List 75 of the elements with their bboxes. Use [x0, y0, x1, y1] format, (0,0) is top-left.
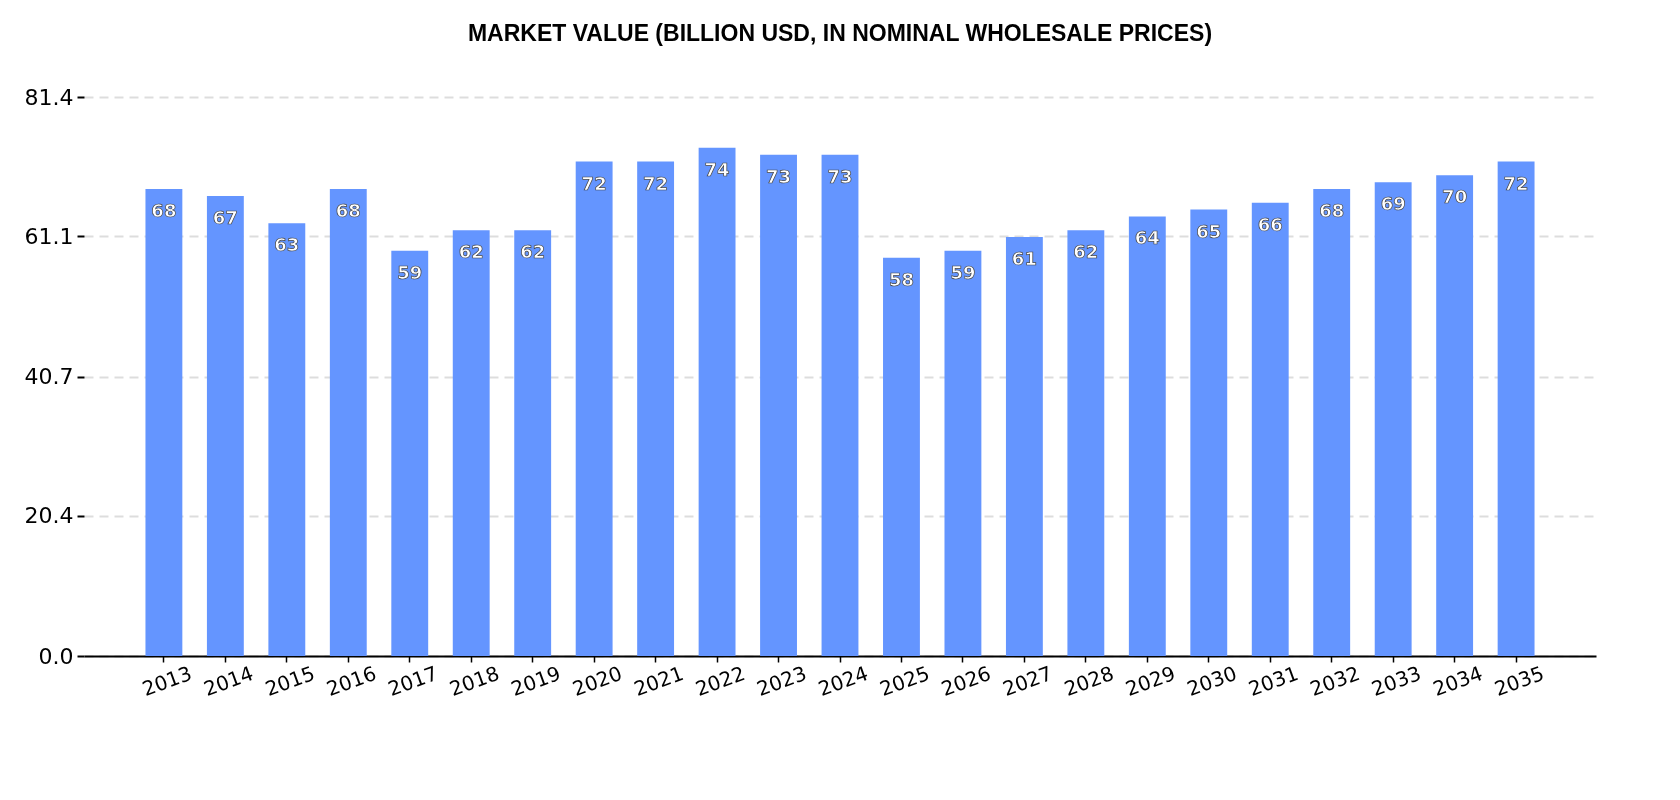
data-label: 59	[950, 261, 976, 283]
bar	[145, 189, 183, 656]
bar	[575, 161, 613, 656]
data-label: 68	[335, 200, 361, 222]
bar	[698, 147, 736, 656]
bar	[206, 195, 244, 656]
y-tick-label: 61.1	[24, 223, 74, 249]
bar	[1005, 237, 1043, 656]
y-tick-label: 40.7	[24, 364, 74, 389]
data-label: 59	[397, 261, 423, 283]
data-label: 62	[458, 241, 484, 263]
bar	[637, 161, 675, 656]
data-label: 72	[643, 172, 669, 194]
x-tick-label: 2025	[876, 660, 933, 701]
x-tick-label: 2020	[569, 660, 626, 701]
y-tick-label: 20.4	[24, 503, 74, 529]
bar	[821, 154, 859, 656]
x-tick-label: 2017	[384, 660, 441, 701]
x-tick-label: 2018	[446, 660, 503, 701]
data-label: 61	[1011, 248, 1037, 270]
data-label: 62	[520, 241, 546, 263]
data-label: 69	[1380, 193, 1406, 215]
x-tick-label: 2030	[1183, 660, 1240, 701]
bar	[452, 230, 490, 656]
y-tick-label: 81.4	[24, 84, 74, 110]
bar	[883, 257, 920, 656]
data-label: 74	[704, 158, 730, 180]
x-tick-label: 2029	[1122, 660, 1179, 701]
x-tick-label: 2032	[1306, 660, 1363, 701]
bar	[514, 230, 552, 656]
bar	[944, 250, 982, 656]
bar	[1251, 202, 1289, 656]
data-label: 73	[827, 165, 853, 187]
chart-title: MARKET VALUE (BILLION USD, IN NOMINAL WHOLESALE PRICES)	[467, 20, 1213, 46]
x-tick-label: 2028	[1060, 660, 1117, 701]
x-tick-label: 2014	[200, 660, 257, 701]
bar	[1190, 209, 1228, 656]
data-label: 64	[1134, 227, 1160, 249]
x-tick-label: 2015	[261, 660, 318, 701]
bar	[1436, 175, 1474, 656]
x-tick-label: 2013	[138, 660, 195, 701]
bar	[1067, 230, 1105, 656]
x-tick-label: 2031	[1245, 660, 1302, 701]
data-label: 68	[1319, 200, 1345, 222]
bar	[329, 189, 367, 656]
x-tick-label: 2016	[323, 660, 380, 701]
bar	[760, 154, 797, 656]
x-tick-label: 2027	[999, 660, 1056, 701]
data-label: 62	[1073, 241, 1099, 263]
x-tick-label: 2021	[630, 660, 687, 701]
data-label: 72	[1503, 172, 1529, 194]
bar	[1374, 182, 1412, 656]
bar	[268, 223, 306, 656]
x-tick-label: 2023	[753, 660, 810, 701]
x-tick-label: 2033	[1368, 660, 1425, 701]
data-label: 68	[151, 200, 177, 222]
data-label: 58	[888, 268, 914, 290]
data-label: 70	[1442, 186, 1468, 208]
data-label: 72	[581, 172, 607, 194]
bar	[1313, 189, 1351, 656]
x-tick-label: 2026	[937, 660, 995, 701]
x-tick-label: 2034	[1429, 660, 1486, 701]
data-label: 63	[274, 234, 300, 256]
data-label: 66	[1257, 213, 1283, 235]
data-label: 73	[766, 165, 792, 187]
data-label: 67	[212, 206, 238, 228]
x-tick-label: 2022	[692, 660, 749, 701]
y-tick-label: 0.0	[38, 643, 74, 669]
data-label: 65	[1196, 220, 1222, 242]
bar	[1497, 161, 1535, 656]
x-tick-label: 2024	[815, 660, 872, 701]
bar	[1128, 216, 1166, 656]
bar	[391, 250, 429, 656]
x-tick-label: 2019	[507, 660, 564, 701]
x-tick-label: 2035	[1491, 660, 1548, 701]
